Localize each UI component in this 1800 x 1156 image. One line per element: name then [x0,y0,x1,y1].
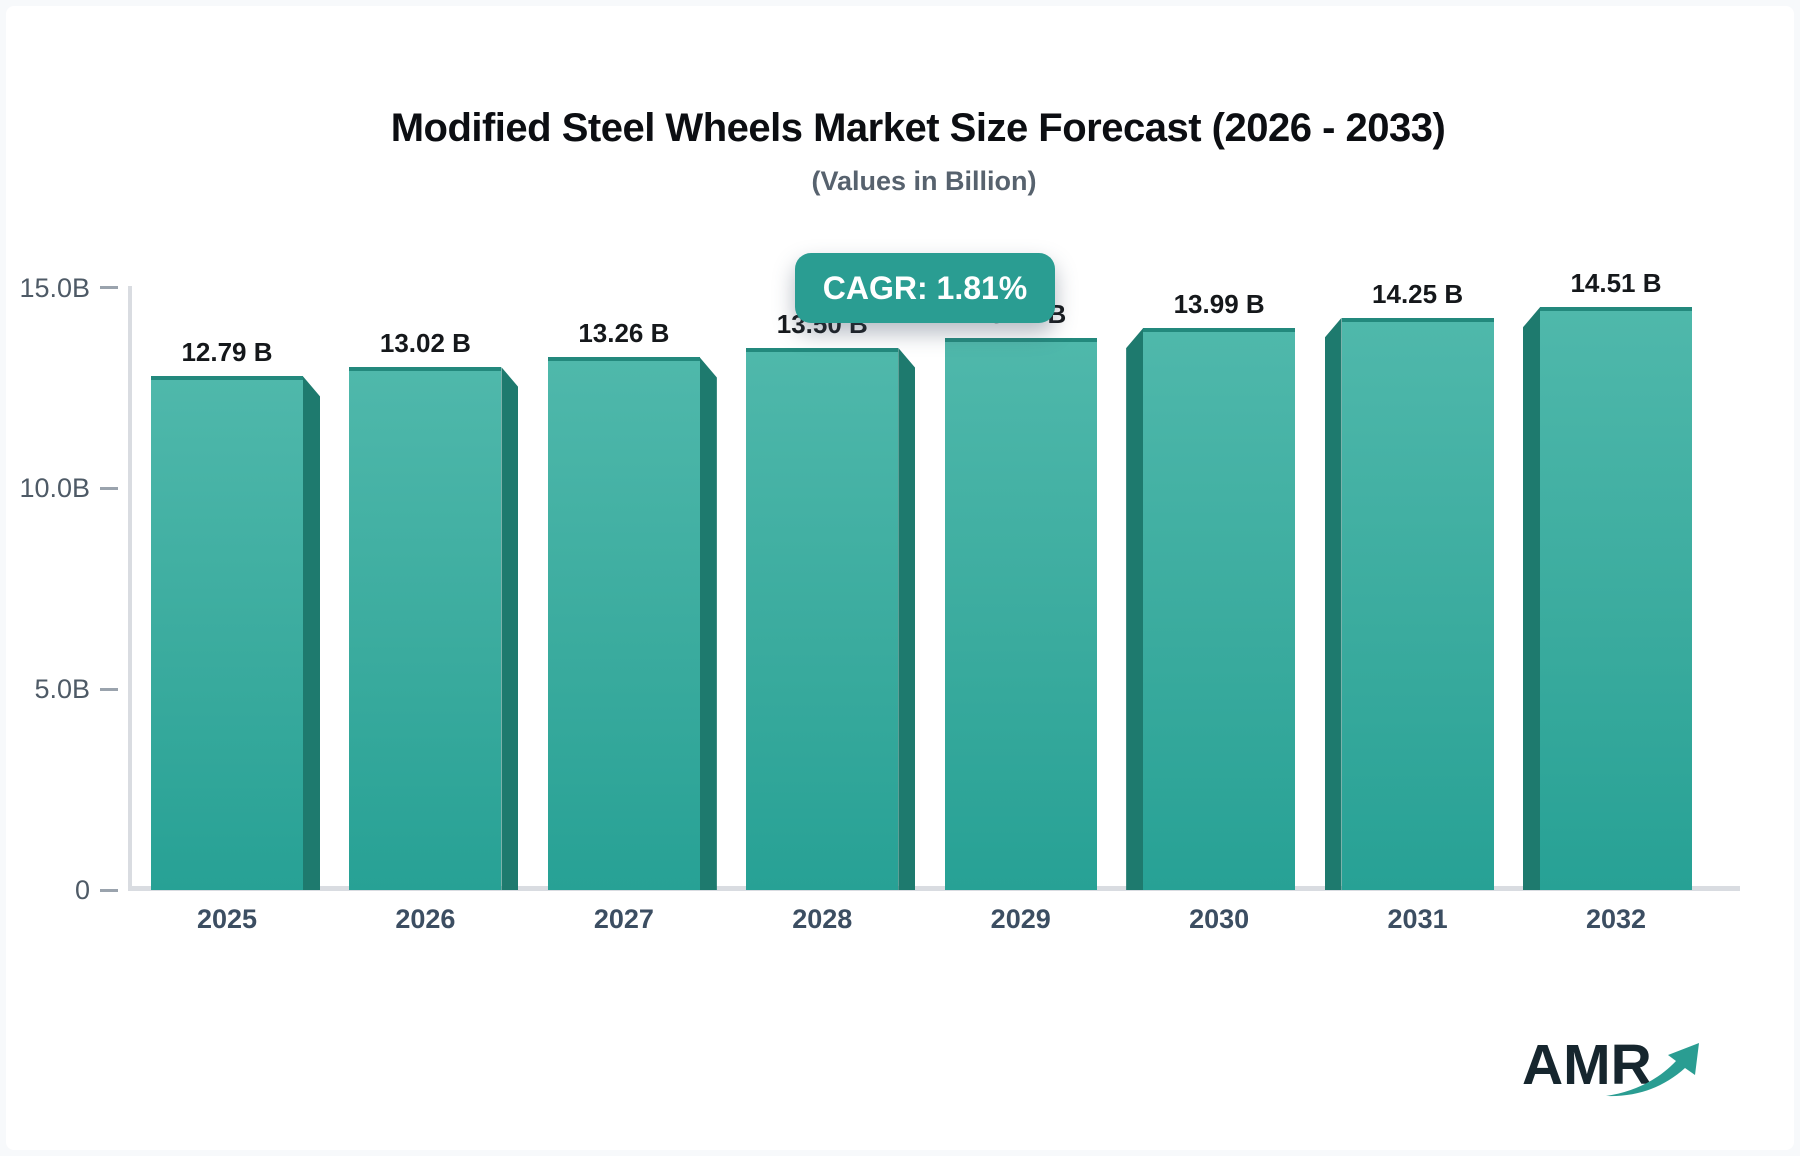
bar [1143,328,1296,890]
bar-value-label: 14.51 B [1570,268,1662,299]
amr-logo: AMR [1522,1033,1699,1097]
x-axis-label: 2030 [1189,904,1250,934]
x-axis-label: 2032 [1585,904,1647,934]
bar [151,376,303,890]
y-axis-tick-label: 0 [74,875,90,905]
x-axis-label: 2025 [196,904,258,934]
bar [349,367,502,890]
x-axis-line [130,886,1740,891]
bar-value-label: 14.25 B [1372,278,1464,309]
y-axis-tick-label: 10.0B [19,473,90,504]
bar [746,347,899,890]
bar-side [1126,328,1144,890]
y-axis-tick-label: 15.0B [19,272,90,303]
bar [944,338,1097,890]
y-axis-tick-mark [100,888,118,892]
bar-side [1523,307,1540,890]
chart-title: Modified Steel Wheels Market Size Foreca… [390,106,1446,150]
bar-value-label: 12.79 B [181,337,273,368]
bar-value-label: 13.99 B [1173,289,1265,320]
x-axis-label: 2028 [792,904,853,934]
y-axis-tick-mark [100,687,118,691]
bar [1540,307,1692,890]
x-axis-label: 2031 [1387,904,1448,934]
chart-subtitle: (Values in Billion) [811,166,1037,196]
y-axis-line [128,286,132,891]
bar [1341,317,1494,890]
x-axis-label: 2026 [395,904,456,934]
y-axis-tick-mark [100,486,118,490]
y-axis-tick-mark [100,286,118,290]
cagr-badge: CAGR: 1.81% [795,253,1055,323]
bar-value-label: 13.02 B [379,328,471,359]
bar-chart: Modified Steel Wheels Market Size Foreca… [6,6,1794,1150]
bar-side [699,357,717,890]
bar [547,357,700,890]
amr-logo-arrow-icon [1606,1043,1699,1097]
y-axis-tick-label: 5.0B [34,674,90,705]
bar-side [303,376,320,890]
bar-side [898,347,916,890]
amr-logo-text: AMR [1522,1033,1652,1097]
bar-side [501,367,519,890]
x-axis-label: 2029 [990,904,1051,934]
chart-card: Modified Steel Wheels Market Size Foreca… [6,6,1794,1150]
x-axis-label: 2027 [593,904,654,934]
bar-value-label: 13.26 B [578,318,670,349]
bar-side [1324,317,1342,890]
